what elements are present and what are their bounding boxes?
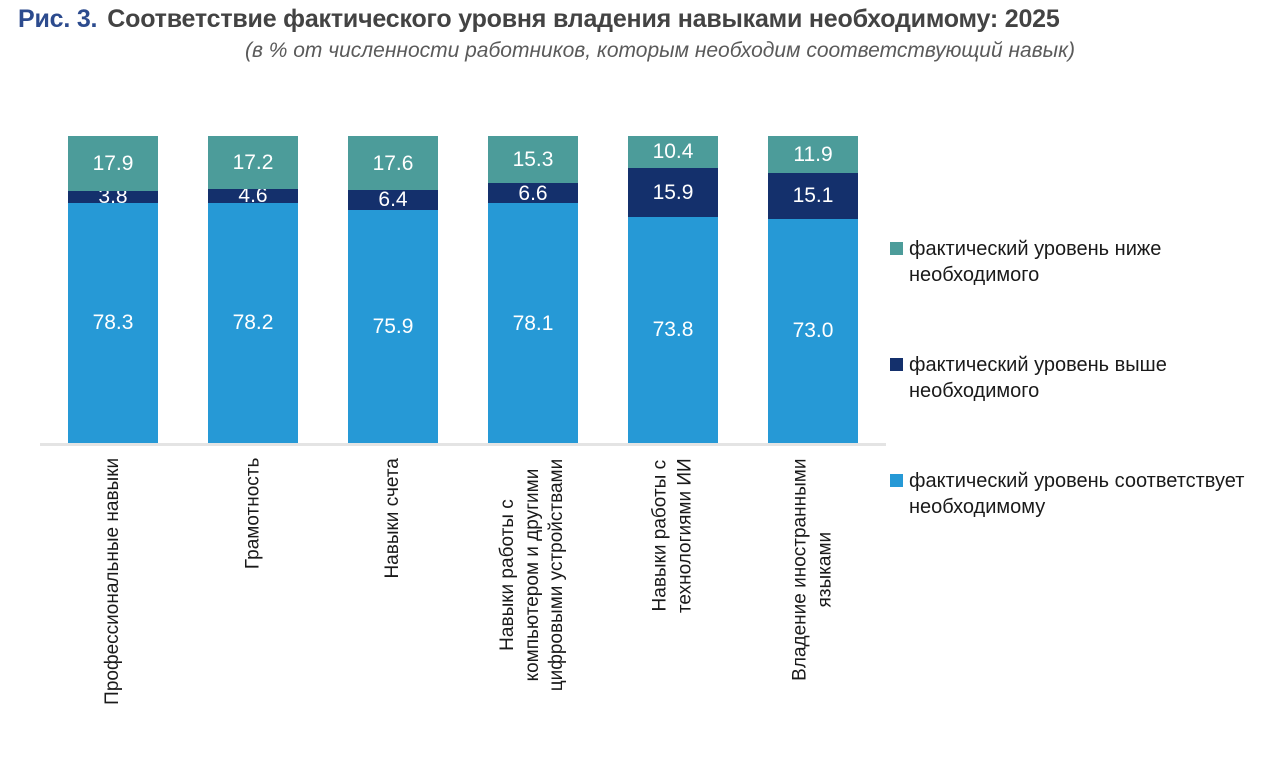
- stacked-bar[interactable]: 17.9 3.8 78.3: [68, 136, 158, 443]
- bar-segment-above[interactable]: 3.8: [68, 190, 158, 203]
- category-label-line: Владение иностранными: [789, 458, 811, 681]
- legend-item[interactable]: фактический уровень соответствует необхо…: [890, 468, 1264, 520]
- legend-label: фактический уровень выше необходимого: [909, 354, 1167, 402]
- figure-header: Рис. 3. Соответствие фактического уровня …: [0, 6, 1280, 64]
- bar-segment-match[interactable]: 73.8: [628, 216, 718, 443]
- category-label-line: цифровыми устройствами: [546, 458, 568, 691]
- bar-value-label: 17.9: [92, 151, 134, 175]
- bar-segment-match[interactable]: 75.9: [348, 209, 438, 443]
- bar-segment-below[interactable]: 10.4: [628, 136, 718, 168]
- category-label-text: Владение иностранными языками: [788, 458, 837, 680]
- bar-value-label: 75.9: [372, 314, 414, 338]
- chart-plot-area: 17.9 3.8 78.3 17.2 4.6 78.2 17.6 6.4 75.9 15.3 6.6…: [0, 100, 1280, 767]
- category-label-text: Навыки счета: [381, 458, 406, 578]
- category-label: Навыки работы с технологиями ИИ: [628, 450, 718, 750]
- legend-label: фактический уровень ниже необходимого: [909, 238, 1162, 286]
- stacked-bar[interactable]: 17.6 6.4 75.9: [348, 136, 438, 443]
- bar-segment-above[interactable]: 6.4: [348, 190, 438, 210]
- category-label-line: Профессиональные навыки: [101, 457, 123, 705]
- legend-item[interactable]: фактический уровень ниже необходимого: [890, 236, 1264, 288]
- x-axis-category-labels: Профессиональные навыки Грамотность Навыки…: [0, 450, 900, 767]
- bar-segment-below[interactable]: 17.9: [68, 136, 158, 191]
- bar-segment-below[interactable]: 17.2: [208, 136, 298, 189]
- bar-segment-below[interactable]: 11.9: [768, 136, 858, 173]
- category-label: Навыки счета: [348, 450, 438, 750]
- legend-swatch-above: [890, 358, 903, 371]
- bar-value-label: 6.6: [518, 182, 548, 204]
- bar-segment-above[interactable]: 4.6: [208, 188, 298, 203]
- bar-value-label: 17.2: [232, 150, 274, 174]
- stacked-bar[interactable]: 15.3 6.6 78.1: [488, 136, 578, 443]
- stacked-bar[interactable]: 11.9 15.1 73.0: [768, 136, 858, 443]
- bar-value-label: 73.8: [652, 318, 694, 342]
- category-label-text: Навыки работы с компьютером и другими цифр…: [496, 458, 570, 691]
- category-label-line: Грамотность: [241, 457, 263, 570]
- category-label: Профессиональные навыки: [68, 450, 158, 750]
- legend-swatch-match: [890, 474, 903, 487]
- figure-subtitle: (в % от численности работников, которым …: [244, 39, 1076, 62]
- bar-value-label: 15.3: [512, 147, 554, 171]
- legend-item[interactable]: фактический уровень выше необходимого: [890, 352, 1264, 404]
- bar-value-label: 17.6: [372, 151, 414, 175]
- bar-value-label: 15.1: [792, 184, 834, 208]
- category-label-text: Профессиональные навыки: [101, 458, 126, 705]
- bar-segment-above[interactable]: 6.6: [488, 182, 578, 204]
- category-label-line: компьютером и другими: [521, 468, 543, 681]
- bar-value-label: 3.8: [98, 190, 128, 203]
- category-label-text: Навыки работы с технологиями ИИ: [648, 458, 697, 613]
- bar-segment-match[interactable]: 78.3: [68, 202, 158, 443]
- figure-title-line: Рис. 3. Соответствие фактического уровня …: [0, 6, 1280, 33]
- stacked-bar[interactable]: 10.4 15.9 73.8: [628, 136, 718, 443]
- category-label-line: Навыки счета: [381, 457, 403, 579]
- bar-segment-below[interactable]: 17.6: [348, 136, 438, 191]
- bar-segment-above[interactable]: 15.9: [628, 167, 718, 217]
- legend-label: фактический уровень соответствует необхо…: [909, 470, 1245, 518]
- bar-value-label: 6.4: [378, 190, 408, 210]
- bar-value-label: 10.4: [652, 140, 694, 164]
- category-label: Владение иностранными языками: [768, 450, 858, 750]
- bar-segment-match[interactable]: 78.1: [488, 203, 578, 443]
- category-label: Навыки работы с компьютером и другими цифр…: [488, 450, 578, 750]
- category-label-line: Навыки работы с: [649, 459, 671, 612]
- bar-series-container: 17.9 3.8 78.3 17.2 4.6 78.2 17.6 6.4 75.9 15.3 6.6…: [0, 100, 900, 445]
- category-label-line: технологиями ИИ: [673, 458, 695, 614]
- bar-value-label: 4.6: [238, 188, 268, 203]
- bar-segment-above[interactable]: 15.1: [768, 172, 858, 219]
- bar-value-label: 78.2: [232, 311, 274, 335]
- category-label-line: языками: [814, 531, 836, 608]
- bar-segment-below[interactable]: 15.3: [488, 136, 578, 183]
- figure-number: Рис. 3.: [18, 5, 98, 33]
- bar-value-label: 73.0: [792, 319, 834, 343]
- category-label-text: Грамотность: [241, 458, 266, 569]
- page-title: Соответствие фактического уровня владени…: [107, 5, 1060, 33]
- bar-value-label: 11.9: [793, 142, 833, 166]
- stacked-bar[interactable]: 17.2 4.6 78.2: [208, 136, 298, 443]
- legend-swatch-below: [890, 242, 903, 255]
- category-label: Грамотность: [208, 450, 298, 750]
- x-axis-baseline: [40, 443, 886, 446]
- bar-value-label: 78.1: [512, 311, 554, 335]
- category-label-line: Навыки работы с: [496, 498, 518, 651]
- bar-segment-match[interactable]: 78.2: [208, 202, 298, 443]
- bar-segment-match[interactable]: 73.0: [768, 218, 858, 443]
- bar-value-label: 78.3: [92, 311, 134, 335]
- bar-value-label: 15.9: [652, 180, 694, 204]
